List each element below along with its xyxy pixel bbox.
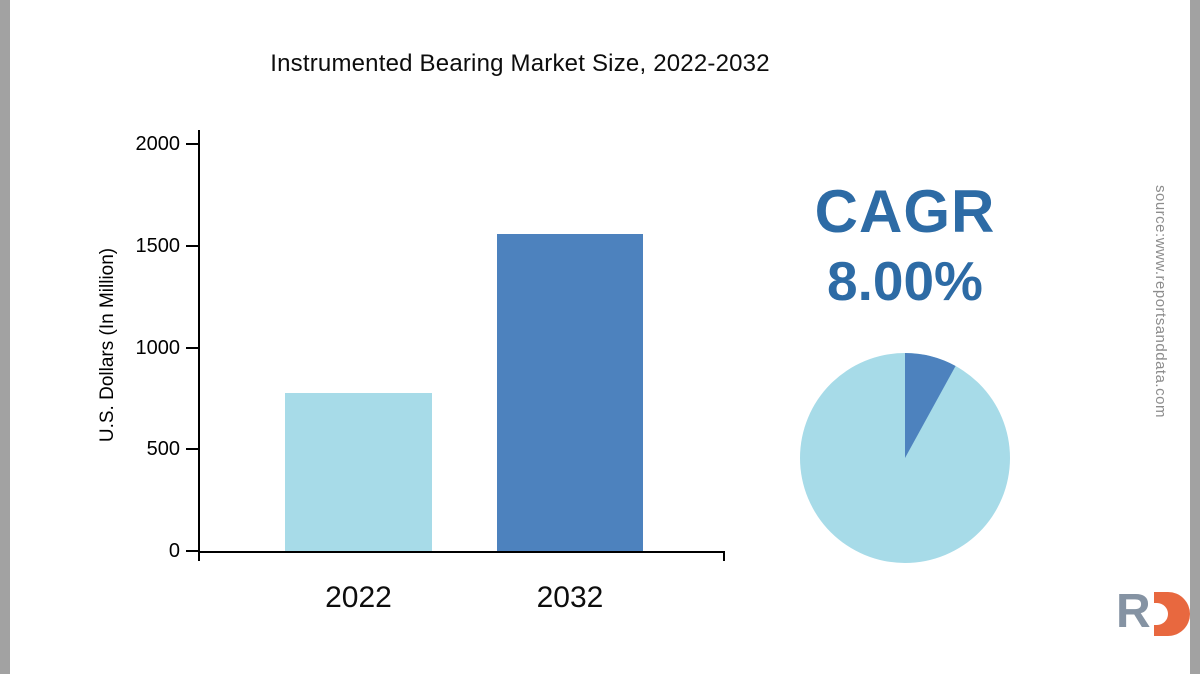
bar-2022 <box>285 393 432 551</box>
y-tick-label: 2000 <box>135 133 181 155</box>
cagr-block: CAGR 8.00% <box>775 180 1035 311</box>
y-tick-mark <box>186 448 198 451</box>
y-tick-mark <box>186 143 198 145</box>
left-edge-strip <box>0 0 10 674</box>
bar-2032 <box>497 234 643 551</box>
brand-logo: R <box>1116 585 1190 638</box>
y-tick-mark <box>186 550 198 552</box>
x-axis-end-tick-right <box>723 553 725 561</box>
bar-chart-plot: 0 500 1000 1500 2000 2022 2032 <box>136 130 725 614</box>
cagr-value: 8.00% <box>827 250 983 312</box>
y-tick-mark <box>186 244 198 247</box>
chart-title: Instrumented Bearing Market Size, 2022-2… <box>270 50 770 77</box>
x-tick-label-2032: 2032 <box>536 581 604 614</box>
x-tick-label-2022: 2022 <box>325 581 392 614</box>
y-tick-label: 0 <box>168 540 180 562</box>
y-tick-label: 1500 <box>135 234 181 257</box>
source-watermark: source:www.reportsanddata.com <box>1152 185 1169 418</box>
cagr-pie-chart <box>800 353 1010 563</box>
right-edge-strip <box>1190 0 1200 674</box>
logo-accent-shape <box>1154 592 1190 636</box>
cagr-label: CAGR <box>814 178 996 245</box>
x-axis-end-tick-left <box>198 553 200 561</box>
y-tick-label: 500 <box>146 438 180 461</box>
y-axis-line <box>198 130 200 553</box>
logo-letter-r: R <box>1116 585 1151 638</box>
y-tick-mark <box>186 346 198 349</box>
y-tick-label: 1000 <box>135 336 181 359</box>
pie-cagr-slice <box>905 353 956 458</box>
x-axis-line <box>198 551 725 553</box>
